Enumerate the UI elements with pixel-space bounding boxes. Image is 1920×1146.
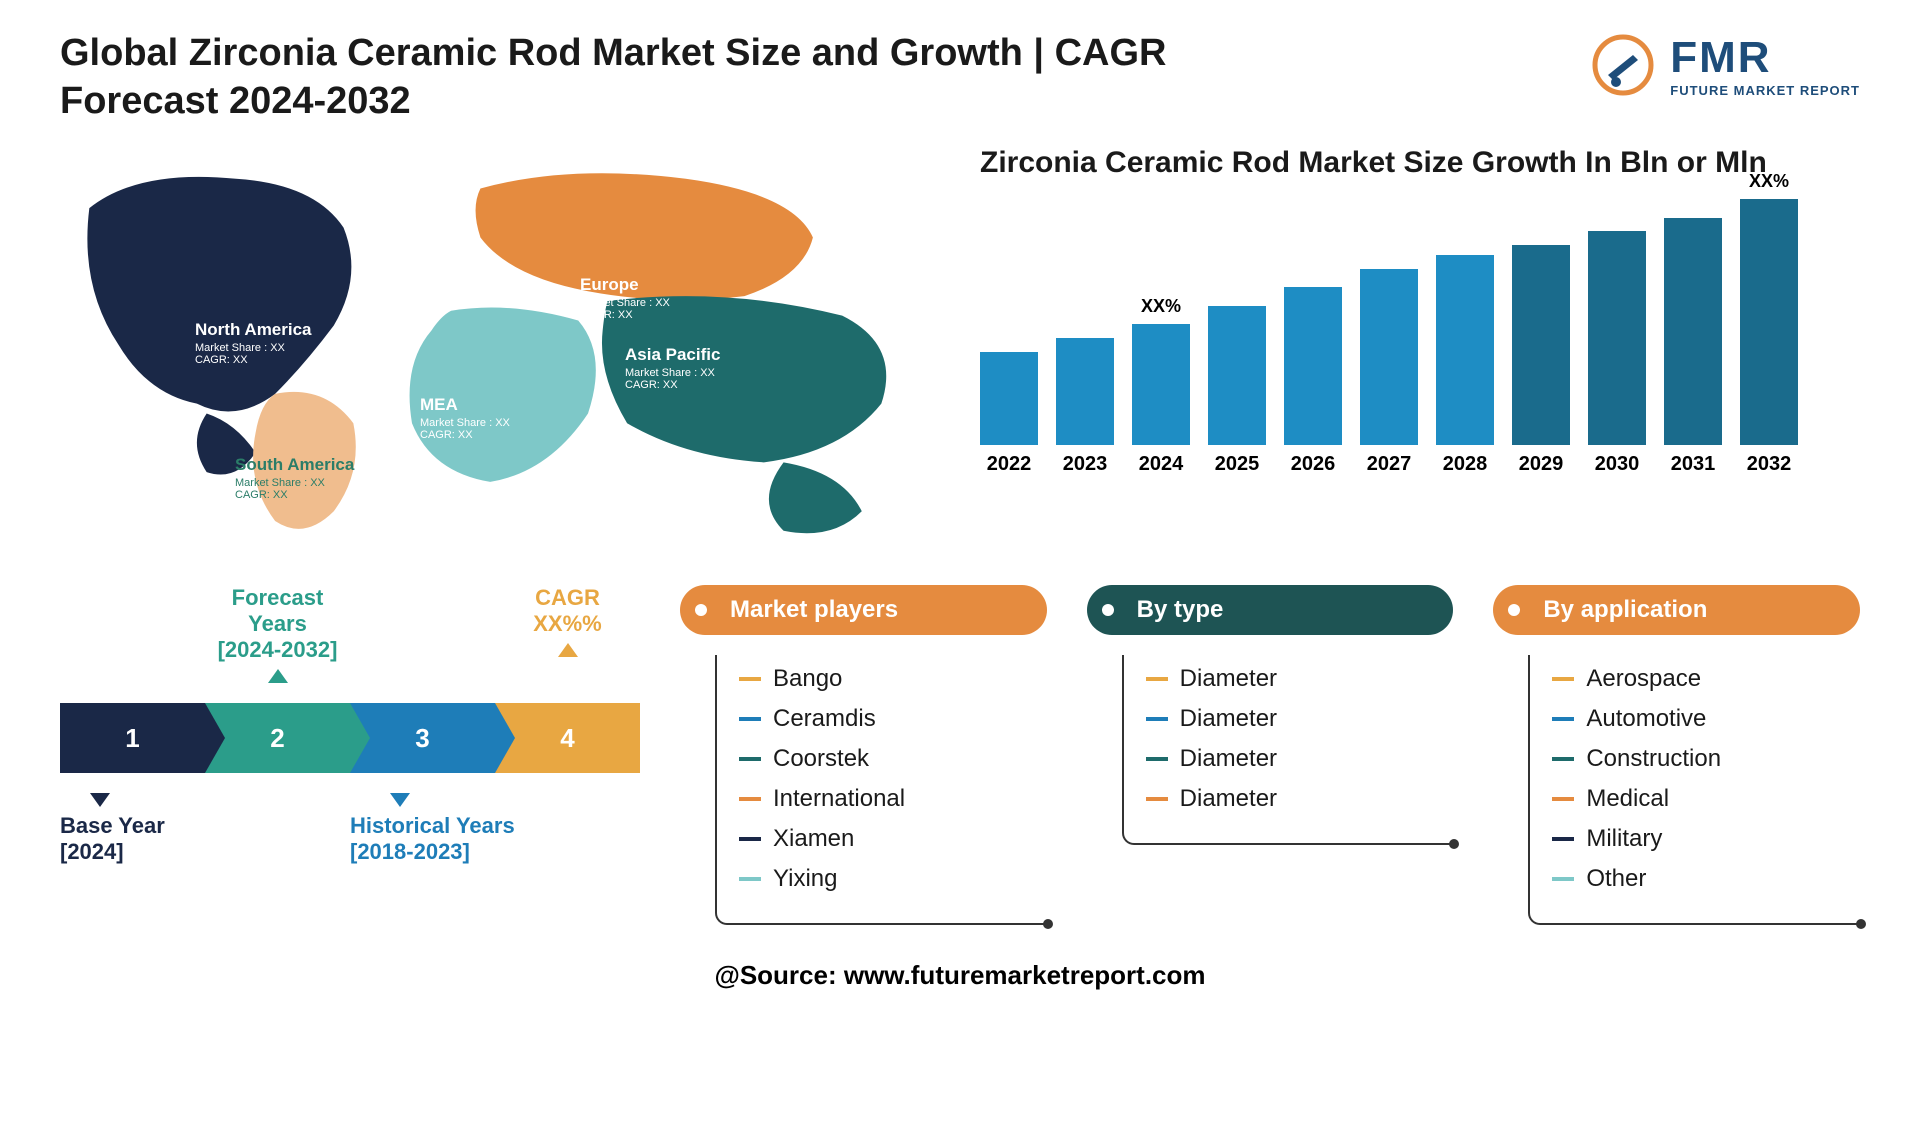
top-row: North AmericaMarket Share : XXCAGR: XX So…	[60, 145, 1860, 545]
arrow-down-icon	[390, 793, 410, 807]
arrow-up-icon	[268, 669, 288, 683]
category-list: Aerospace Automotive Construction Medical Mi…	[1528, 655, 1860, 925]
category-item: Diameter	[1146, 665, 1454, 693]
region-label-eu: EuropeMarket Share : XXCAGR: XX	[580, 275, 670, 321]
bar-2025: 2025	[1208, 306, 1266, 476]
region-label-na: North AmericaMarket Share : XXCAGR: XX	[195, 320, 312, 366]
world-map: North AmericaMarket Share : XXCAGR: XX So…	[60, 145, 940, 545]
timeline-segment-4: 4	[495, 703, 640, 773]
category-list: Diameter Diameter Diameter Diameter	[1122, 655, 1454, 845]
category-item: Bango	[739, 665, 1047, 693]
region-label-mea: MEAMarket Share : XXCAGR: XX	[420, 395, 510, 441]
timeline-segment-2: 2	[205, 703, 350, 773]
category-item: Diameter	[1146, 705, 1454, 733]
base-year-label: Base Year [2024]	[60, 788, 234, 865]
region-label-sa: South AmericaMarket Share : XXCAGR: XX	[235, 455, 354, 501]
category-item: Construction	[1552, 745, 1860, 773]
page-title: Global Zirconia Ceramic Rod Market Size …	[60, 30, 1260, 125]
timeline-bar: 1234	[60, 703, 640, 773]
bar-2026: 2026	[1284, 287, 1342, 476]
bar-2024: XX%2024	[1132, 324, 1190, 476]
forecast-label: Forecast Years [2024-2032]	[205, 585, 350, 688]
bar-2032: XX%2032	[1740, 199, 1798, 476]
region-label-ap: Asia PacificMarket Share : XXCAGR: XX	[625, 345, 720, 391]
bar-2027: 2027	[1360, 269, 1418, 476]
bar-2022: 2022	[980, 352, 1038, 476]
category-column: By type Diameter Diameter Diameter Diameter	[1087, 585, 1454, 925]
category-item: Coorstek	[739, 745, 1047, 773]
category-column: By application Aerospace Automotive Constru…	[1493, 585, 1860, 925]
logo-subtitle: FUTURE MARKET REPORT	[1670, 83, 1860, 98]
category-item: Military	[1552, 825, 1860, 853]
bar-2023: 2023	[1056, 338, 1114, 476]
category-column: Market players Bango Ceramdis Coorstek Inter…	[680, 585, 1047, 925]
chart-bars: 2022 2023 XX%2024 2025 2026 2027 2028 2029 2030 2…	[980, 196, 1860, 476]
bar-chart: Zirconia Ceramic Rod Market Size Growth …	[980, 145, 1860, 545]
map-svg	[60, 145, 940, 545]
bottom-row: Forecast Years [2024-2032] CAGR XX%% 123…	[60, 585, 1860, 925]
footer-source: @Source: www.futuremarketreport.com	[60, 960, 1860, 991]
timeline-segment-1: 1	[60, 703, 205, 773]
category-item: Xiamen	[739, 825, 1047, 853]
category-list: Bango Ceramdis Coorstek International Xiamen…	[715, 655, 1047, 925]
category-item: Automotive	[1552, 705, 1860, 733]
logo: FMR FUTURE MARKET REPORT	[1588, 30, 1860, 100]
telescope-icon	[1588, 30, 1658, 100]
timeline-segment-3: 3	[350, 703, 495, 773]
bar-2030: 2030	[1588, 231, 1646, 476]
category-item: International	[739, 785, 1047, 813]
header: Global Zirconia Ceramic Rod Market Size …	[60, 30, 1860, 125]
historical-label: Historical Years [2018-2023]	[350, 788, 553, 865]
category-item: Medical	[1552, 785, 1860, 813]
category-item: Yixing	[739, 865, 1047, 893]
arrow-down-icon	[90, 793, 110, 807]
bar-2031: 2031	[1664, 218, 1722, 477]
category-header: Market players	[680, 585, 1047, 635]
category-item: Diameter	[1146, 785, 1454, 813]
logo-text: FMR FUTURE MARKET REPORT	[1670, 33, 1860, 98]
category-item: Other	[1552, 865, 1860, 893]
bar-2029: 2029	[1512, 245, 1570, 476]
category-header: By application	[1493, 585, 1860, 635]
category-header: By type	[1087, 585, 1454, 635]
categories: Market players Bango Ceramdis Coorstek Inter…	[680, 585, 1860, 925]
category-item: Aerospace	[1552, 665, 1860, 693]
category-item: Ceramdis	[739, 705, 1047, 733]
bar-2028: 2028	[1436, 255, 1494, 476]
chart-title: Zirconia Ceramic Rod Market Size Growth …	[980, 145, 1860, 181]
category-item: Diameter	[1146, 745, 1454, 773]
arrow-up-icon	[558, 643, 578, 657]
cagr-label: CAGR XX%%	[495, 585, 640, 688]
logo-fmr: FMR	[1670, 33, 1860, 83]
timeline: Forecast Years [2024-2032] CAGR XX%% 123…	[60, 585, 640, 865]
